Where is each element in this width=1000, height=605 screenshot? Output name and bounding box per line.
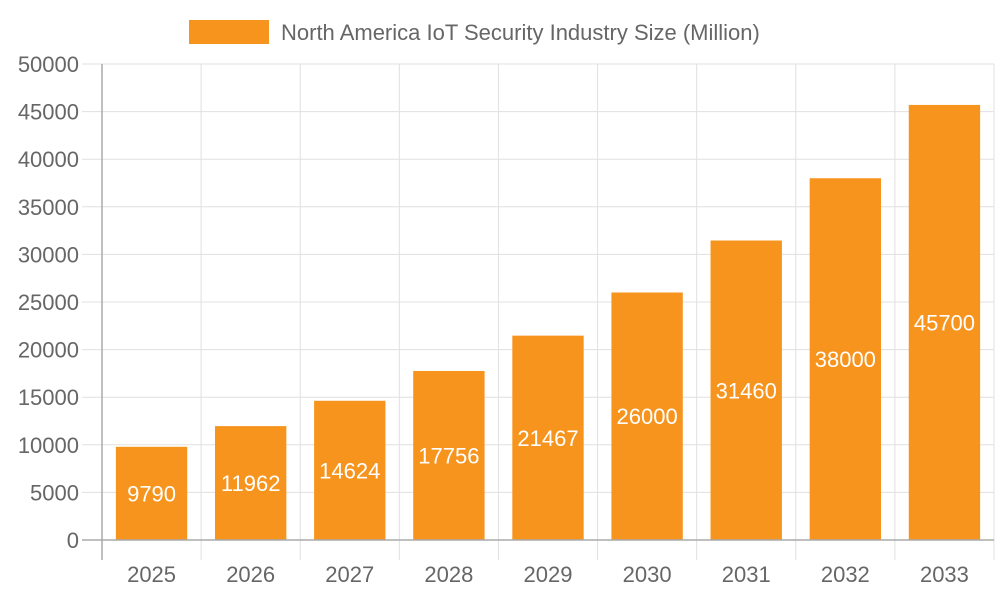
x-tick-label: 2031 [722, 562, 771, 587]
bars: 9790 11962 14624 17756 21467 26000 31460 38000 4… [115, 104, 981, 541]
data-label-2030: 26000 [617, 404, 678, 429]
x-tick-label: 2030 [623, 562, 672, 587]
bar-2027 [314, 400, 386, 540]
data-label-2027: 14624 [319, 458, 380, 483]
x-tick-label: 2029 [524, 562, 573, 587]
data-label-2028: 17756 [418, 443, 479, 468]
x-tick-label: 2027 [325, 562, 374, 587]
y-tick-label: 15000 [18, 385, 79, 410]
axes: 0 5000 10000 15000 20000 25000 30000 35000 40000… [18, 52, 994, 587]
bar-2032 [809, 178, 882, 541]
y-tick-label: 45000 [18, 100, 79, 125]
bar-2031 [710, 240, 782, 540]
data-label-2025: 9790 [127, 481, 176, 506]
data-label-2033: 45700 [914, 310, 975, 335]
bar-2029 [512, 335, 584, 540]
data-label-2026: 11962 [221, 471, 281, 496]
y-tick-label: 25000 [18, 290, 79, 315]
data-label-2031: 31460 [716, 378, 777, 403]
y-tick-label: 10000 [18, 433, 79, 458]
y-tick-label: 5000 [30, 480, 79, 505]
y-tick-label: 35000 [18, 195, 79, 220]
bar-2025 [115, 446, 188, 540]
legend[interactable]: North America IoT Security Industry Size… [189, 20, 760, 45]
x-tick-label: 2026 [226, 562, 275, 587]
data-label-2029: 21467 [517, 426, 578, 451]
data-label-2032: 38000 [815, 347, 876, 372]
bar-2028 [413, 370, 485, 540]
y-tick-label: 40000 [18, 147, 79, 172]
x-tick-label: 2032 [821, 562, 870, 587]
bar-2026 [214, 426, 287, 540]
x-tick-label: 2033 [920, 562, 969, 587]
legend-swatch[interactable] [189, 20, 269, 44]
bar-2033 [908, 104, 981, 540]
bar-2030 [611, 292, 683, 540]
y-tick-label: 30000 [18, 242, 79, 267]
x-tick-label: 2025 [127, 562, 176, 587]
x-tick-label: 2028 [424, 562, 473, 587]
legend-label[interactable]: North America IoT Security Industry Size… [281, 20, 760, 45]
y-tick-label: 20000 [18, 338, 79, 363]
y-tick-label: 0 [67, 528, 79, 553]
y-tick-label: 50000 [18, 52, 79, 77]
